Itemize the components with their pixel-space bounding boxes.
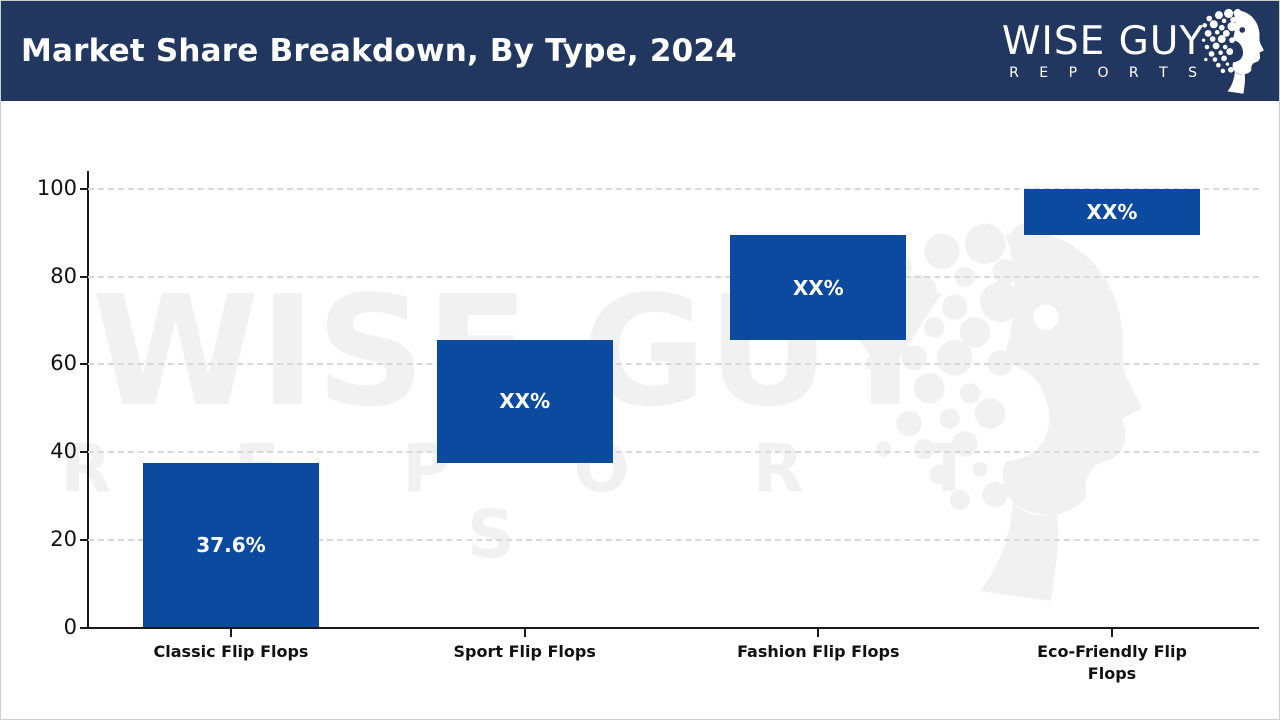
y-axis-spine bbox=[87, 171, 89, 629]
bar-sport-flip-flops[interactable]: XX% bbox=[436, 339, 613, 463]
y-tick-label: 60 bbox=[50, 351, 77, 376]
x-axis-spine bbox=[87, 627, 1259, 629]
logo-subtitle: R E P O R T S bbox=[1009, 64, 1205, 81]
category-label-4: Eco-Friendly Flip Flops bbox=[1037, 642, 1187, 683]
y-tick-mark bbox=[80, 363, 87, 366]
watermark-head-eye-dot bbox=[1033, 304, 1059, 330]
logo-wordmark: WISE GUY bbox=[1001, 18, 1205, 64]
watermark-head-profile-icon bbox=[866, 223, 1143, 601]
x-tick-mark bbox=[1111, 629, 1113, 637]
bar-classic-flip-flops[interactable]: 37.6% bbox=[143, 462, 319, 628]
bar-value-label: 37.6% bbox=[196, 533, 266, 558]
head-eye-dot bbox=[1239, 27, 1246, 33]
gridline-y-60 bbox=[88, 363, 1259, 366]
y-tick-label: 80 bbox=[50, 263, 77, 288]
bar-value-label: XX% bbox=[1086, 200, 1138, 225]
logo-text: WISE GUY R E P O R T S bbox=[1001, 22, 1205, 81]
header-bar: Market Share Breakdown, By Type, 2024 WI… bbox=[1, 1, 1279, 101]
bar-eco-friendly-flip-flops[interactable]: XX% bbox=[1024, 189, 1200, 236]
category-label-2: Sport Flip Flops bbox=[453, 642, 596, 661]
y-tick-label: 100 bbox=[36, 176, 77, 200]
bar-value-label: XX% bbox=[499, 389, 551, 414]
gridline-y-40 bbox=[88, 451, 1259, 454]
y-tick-mark bbox=[80, 275, 87, 278]
y-tick-mark bbox=[80, 451, 87, 454]
x-tick-mark bbox=[817, 629, 820, 637]
y-tick-mark bbox=[80, 626, 87, 629]
waterfall-chart: WISE GUY R E P O R T S 0 bbox=[1, 101, 1279, 719]
x-tick-mark bbox=[230, 629, 232, 637]
chart-title: Market Share Breakdown, By Type, 2024 bbox=[21, 33, 737, 69]
y-tick-mark bbox=[80, 538, 87, 541]
bar-value-label: XX% bbox=[792, 275, 844, 300]
gridline-y-80 bbox=[88, 275, 1259, 278]
y-tick-mark bbox=[80, 188, 87, 190]
gridline-y-100 bbox=[88, 188, 1259, 190]
wise-guy-reports-logo: WISE GUY R E P O R T S bbox=[1001, 1, 1273, 101]
category-label-1: Classic Flip Flops bbox=[153, 642, 309, 661]
category-label-3: Fashion Flip Flops bbox=[737, 642, 900, 661]
y-tick-label: 20 bbox=[50, 526, 77, 551]
gridline-y-20 bbox=[88, 538, 1259, 541]
dotted-head-profile-icon bbox=[1201, 8, 1264, 94]
y-tick-label: 40 bbox=[50, 439, 77, 464]
y-tick-label: 0 bbox=[63, 614, 77, 639]
bar-fashion-flip-flops[interactable]: XX% bbox=[730, 235, 907, 340]
x-tick-mark bbox=[523, 629, 526, 637]
